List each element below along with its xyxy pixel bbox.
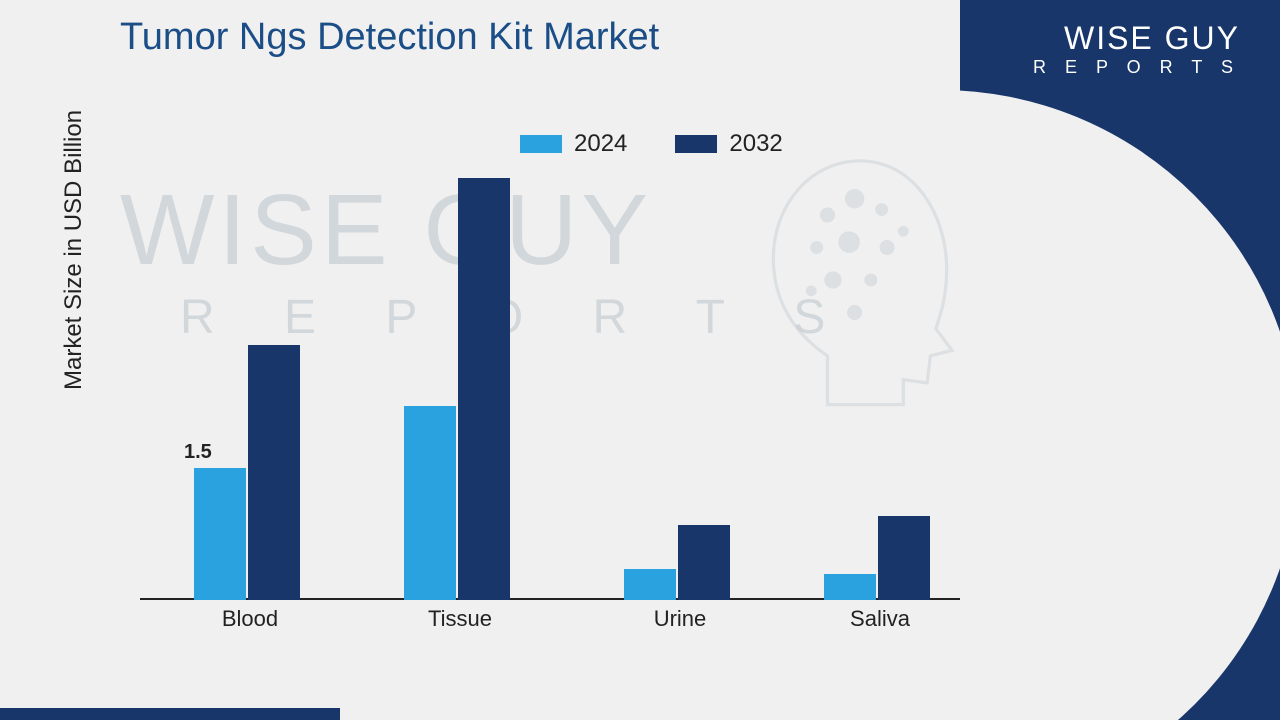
- chart-area: 2024 2032 Market Size in USD Billion Blo…: [100, 130, 960, 670]
- chart-legend: 2024 2032: [520, 130, 783, 158]
- x-label-blood: Blood: [180, 606, 320, 632]
- logo-line1: WISE GUY: [990, 20, 1240, 57]
- legend-swatch-2032: [675, 135, 717, 153]
- x-label-tissue: Tissue: [390, 606, 530, 632]
- logo-line2: R E P O R T S: [990, 57, 1240, 78]
- legend-item-2032: 2032: [675, 130, 782, 158]
- brand-logo: WISE GUY R E P O R T S: [990, 20, 1240, 78]
- bar-urine-2032: [678, 525, 730, 600]
- chart-plot: Blood 1.5 Tissue Urine Saliva: [140, 160, 960, 630]
- legend-label-2024: 2024: [574, 130, 627, 158]
- chart-title: Tumor Ngs Detection Kit Market: [120, 16, 659, 59]
- bar-urine-2024: [624, 569, 676, 600]
- footer-accent-bar: [0, 708, 340, 720]
- legend-swatch-2024: [520, 135, 562, 153]
- chart-canvas: WISE GUY R E P O R T S Tumor Ngs Detecti…: [0, 0, 1280, 720]
- y-axis-label: Market Size in USD Billion: [60, 110, 88, 390]
- bar-saliva-2024: [824, 574, 876, 600]
- bar-blood-2032: [248, 345, 300, 600]
- bar-blood-2024: [194, 468, 246, 600]
- legend-item-2024: 2024: [520, 130, 627, 158]
- bar-value-label: 1.5: [184, 441, 212, 464]
- x-label-urine: Urine: [610, 606, 750, 632]
- x-label-saliva: Saliva: [810, 606, 950, 632]
- legend-label-2032: 2032: [729, 130, 782, 158]
- bar-tissue-2032: [458, 178, 510, 600]
- bar-tissue-2024: [404, 406, 456, 600]
- bar-saliva-2032: [878, 516, 930, 600]
